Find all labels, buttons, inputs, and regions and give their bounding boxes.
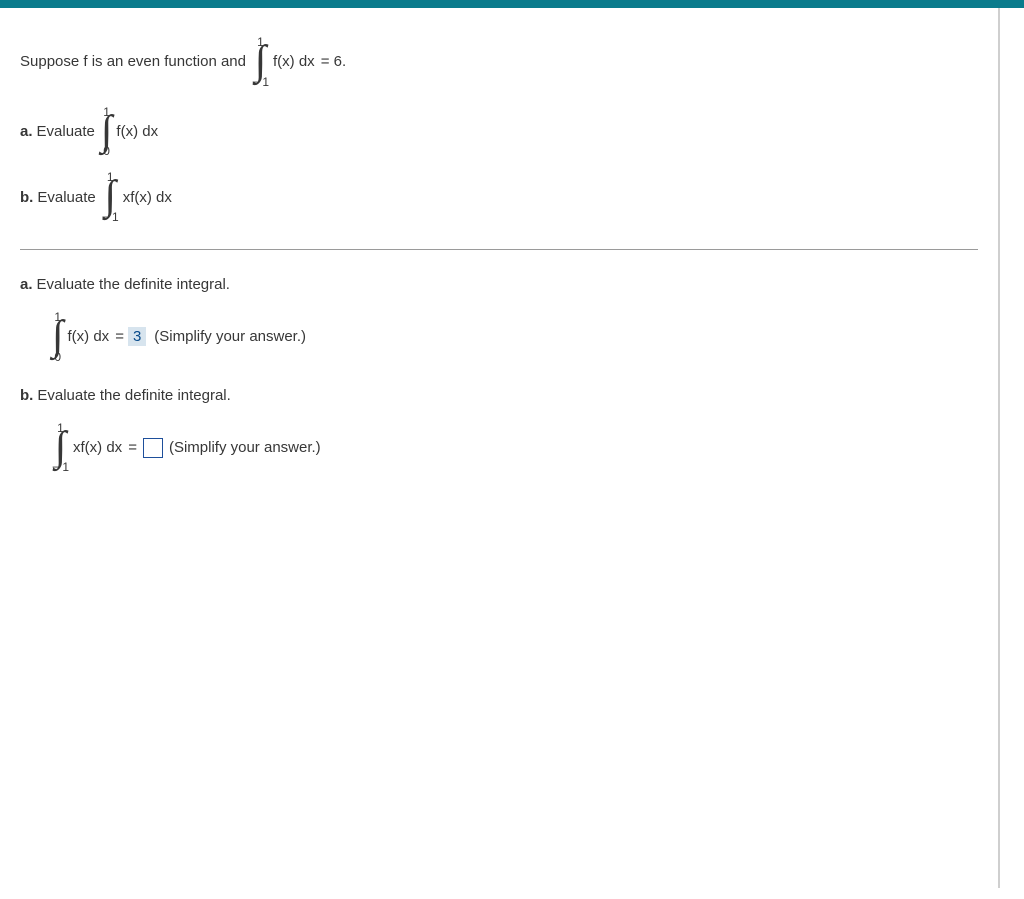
integral-symbol-wrap: 1 ∫ − 1 xyxy=(52,422,69,474)
answer-b-expression: 1 ∫ − 1 xf(x) dx = (Simplify your answer… xyxy=(46,422,978,474)
part-a-integrand: f(x) dx xyxy=(116,123,158,140)
integral-symbol-wrap: 1 ∫ 0 xyxy=(101,106,113,158)
answer-b-integrand: xf(x) dx xyxy=(73,439,122,456)
integral-symbol-wrap: 1 ∫ − 1 xyxy=(102,171,119,223)
answer-b-label: b. xyxy=(20,387,33,404)
problem-content: Suppose f is an even function and 1 ∫ − … xyxy=(0,8,1000,888)
int-lower: − 1 xyxy=(52,461,69,473)
answer-a-integral: 1 ∫ 0 f(x) dx xyxy=(52,311,109,363)
problem-stem: Suppose f is an even function and 1 ∫ − … xyxy=(20,36,978,88)
answer-b-integral: 1 ∫ − 1 xf(x) dx xyxy=(52,422,122,474)
part-a-text: Evaluate xyxy=(37,123,95,140)
answer-a-header: a. Evaluate the definite integral. xyxy=(20,276,978,293)
part-a-row: a. Evaluate 1 ∫ 0 f(x) dx xyxy=(20,106,978,158)
stem-integral: 1 ∫ − 1 f(x) dx xyxy=(252,36,315,88)
int-lower: 0 xyxy=(54,351,61,363)
answer-a-integrand: f(x) dx xyxy=(68,328,110,345)
integral-symbol-wrap: 1 ∫ − 1 xyxy=(252,36,269,88)
answer-a-hint: (Simplify your answer.) xyxy=(154,328,306,345)
answer-b-prompt: Evaluate the definite integral. xyxy=(37,387,230,404)
top-accent-bar xyxy=(0,0,1024,8)
int-lower: − 1 xyxy=(102,211,119,223)
separator-line xyxy=(20,249,978,250)
int-lower: 0 xyxy=(103,145,110,157)
answer-b-equals: = xyxy=(128,439,137,456)
answer-a-label: a. xyxy=(20,276,33,293)
answer-b-header: b. Evaluate the definite integral. xyxy=(20,387,978,404)
part-b-integral: 1 ∫ − 1 xf(x) dx xyxy=(102,171,172,223)
stem-integrand: f(x) dx xyxy=(273,53,315,70)
part-b-integrand: xf(x) dx xyxy=(123,189,172,206)
answer-b-hint: (Simplify your answer.) xyxy=(169,439,321,456)
part-b-label: b. xyxy=(20,189,33,206)
part-b-row: b. Evaluate 1 ∫ − 1 xf(x) dx xyxy=(20,171,978,223)
stem-equals-value: = 6. xyxy=(321,53,346,70)
answer-a-prompt: Evaluate the definite integral. xyxy=(37,276,230,293)
answer-a-equals: = xyxy=(115,328,124,345)
part-b-text: Evaluate xyxy=(37,189,95,206)
answer-b-input[interactable] xyxy=(143,438,163,458)
part-a-label: a. xyxy=(20,123,33,140)
part-a-integral: 1 ∫ 0 f(x) dx xyxy=(101,106,158,158)
integral-symbol-wrap: 1 ∫ 0 xyxy=(52,311,64,363)
answer-a-expression: 1 ∫ 0 f(x) dx = 3 (Simplify your answer.… xyxy=(46,311,978,363)
answer-a-section: a. Evaluate the definite integral. 1 ∫ 0… xyxy=(20,276,978,363)
answer-a-value[interactable]: 3 xyxy=(128,327,146,346)
stem-prefix: Suppose f is an even function and xyxy=(20,53,246,70)
answer-b-section: b. Evaluate the definite integral. 1 ∫ −… xyxy=(20,387,978,474)
int-lower: − 1 xyxy=(252,76,269,88)
